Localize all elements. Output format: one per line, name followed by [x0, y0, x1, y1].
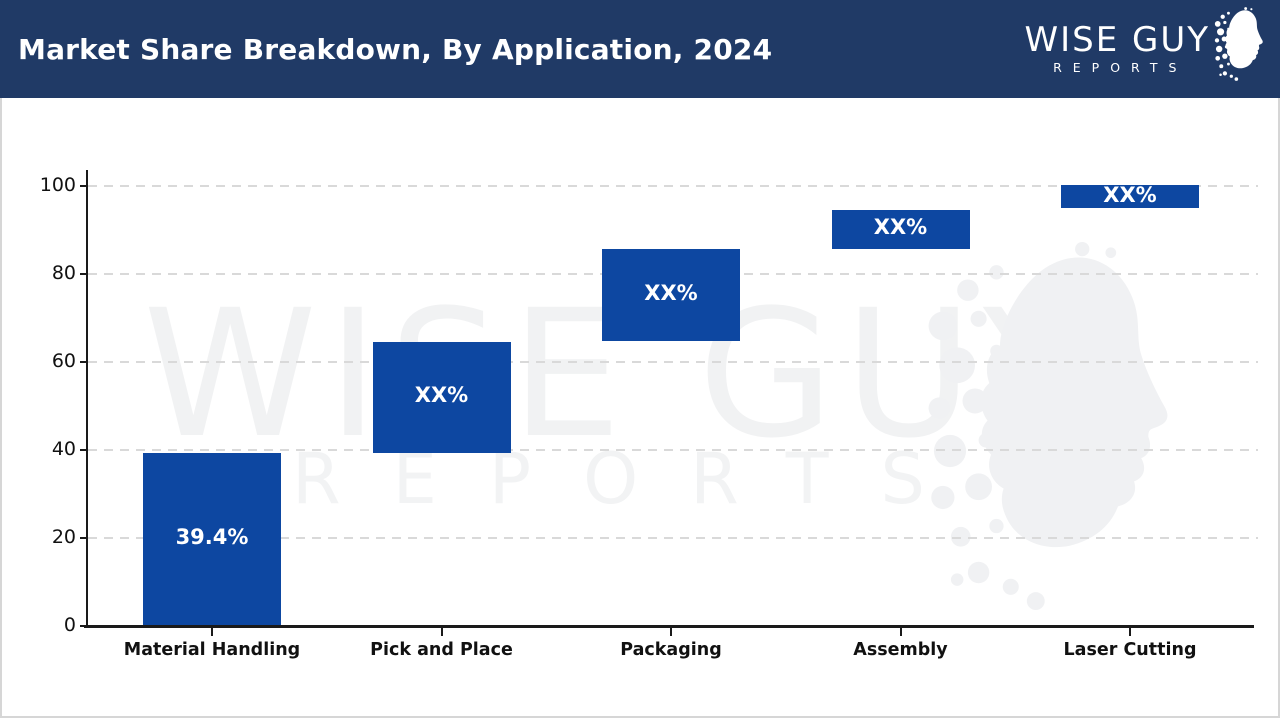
y-axis-tick-label: 20: [51, 526, 76, 548]
y-axis-tick: [80, 185, 88, 187]
page-border-bottom: [0, 716, 1280, 718]
chart-plot-area: 0 20 40 60 80 100 Material Handling Pick and Pl…: [0, 98, 1280, 720]
y-axis-line: [86, 170, 88, 628]
bar-packaging: XX%: [602, 248, 740, 342]
bar-material-handling: 39.4%: [143, 452, 281, 626]
y-axis-tick-label: 40: [51, 438, 76, 460]
gridline-y-20: [88, 537, 1258, 539]
x-axis-tick: [440, 628, 443, 636]
y-axis-tick-label: 80: [51, 262, 76, 284]
gridline-y-60: [88, 361, 1258, 363]
x-axis-label-packaging: Packaging: [620, 640, 722, 660]
x-axis-tick: [670, 628, 672, 636]
page-border-left: [0, 98, 2, 718]
gridline-y-100: [88, 185, 1258, 187]
dotted-face-profile-icon: [1214, 7, 1263, 81]
logo-text: WISE GUY REPORTS: [1024, 23, 1210, 75]
x-axis-label-laser-cutting: Laser Cutting: [1063, 640, 1197, 660]
bar-pick-and-place: XX%: [372, 342, 511, 453]
logo-wise-guy-text: WISE GUY: [1024, 20, 1210, 61]
x-axis-line: [84, 625, 1254, 628]
bar-value-label-material-handling: 39.4%: [175, 525, 249, 550]
bar-value-label-pick-and-place: XX%: [414, 383, 469, 408]
x-axis-tick: [899, 628, 902, 636]
y-axis-tick-label: 0: [63, 614, 76, 636]
bar-value-label-packaging: XX%: [644, 281, 698, 306]
page-border-right: [1278, 98, 1280, 718]
x-axis-label-pick-and-place: Pick and Place: [370, 640, 513, 660]
y-axis-tick: [80, 361, 88, 363]
wise-guy-reports-logo: WISE GUY REPORTS: [1024, 0, 1270, 98]
logo-reports-text: REPORTS: [1053, 60, 1188, 76]
x-axis-tick: [1129, 628, 1131, 636]
y-axis-tick: [80, 449, 88, 451]
y-axis-tick: [80, 273, 88, 275]
x-axis-tick: [211, 628, 213, 636]
bar-value-label-laser-cutting: XX%: [1103, 182, 1157, 207]
bar-assembly: XX%: [831, 209, 970, 249]
bar-laser-cutting: XX%: [1061, 182, 1199, 208]
y-axis-tick-label: 100: [39, 174, 76, 196]
header-bar: Market Share Breakdown, By Application, …: [0, 0, 1280, 98]
y-axis-tick-label: 60: [51, 350, 76, 372]
x-axis-label-assembly: Assembly: [853, 640, 948, 660]
bar-value-label-assembly: XX%: [873, 215, 928, 240]
page-title: Market Share Breakdown, By Application, …: [18, 32, 773, 66]
gridline-y-40: [88, 449, 1258, 451]
x-axis-label-material-handling: Material Handling: [123, 640, 301, 660]
y-axis-tick: [80, 625, 88, 627]
y-axis-tick: [80, 537, 88, 539]
